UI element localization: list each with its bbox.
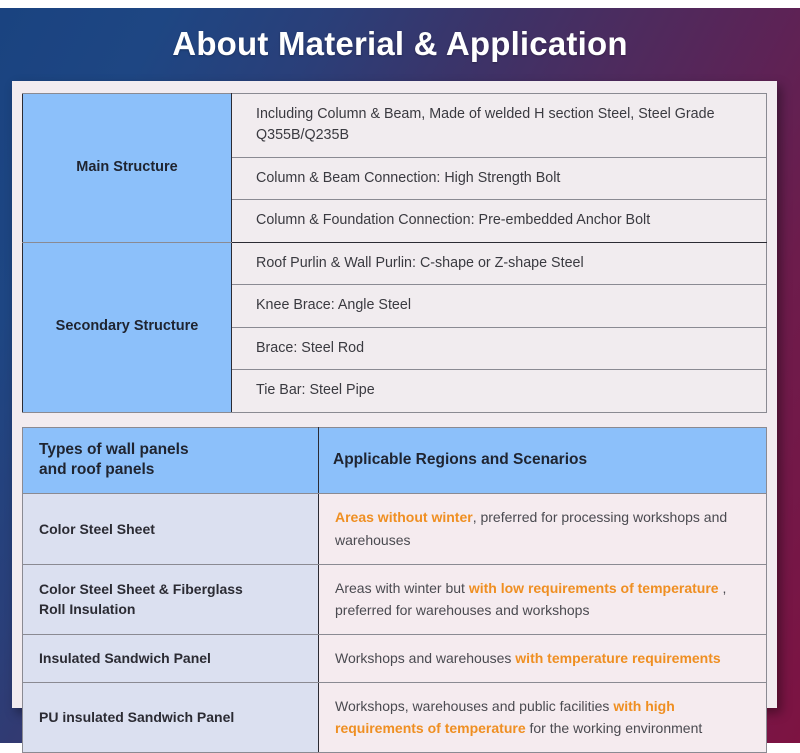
column-header-regions: Applicable Regions and Scenarios: [319, 427, 767, 494]
panel-type-cell: Color Steel Sheet & Fiberglass Roll Insul…: [23, 564, 319, 634]
panel-types-table: Types of wall panels and roof panels App…: [22, 427, 767, 753]
highlighted-text: with temperature requirements: [515, 650, 720, 666]
panel-type-cell: Insulated Sandwich Panel: [23, 635, 319, 683]
description-text: Areas with winter but: [335, 580, 469, 596]
column-header-types-line1: Types of wall panels: [39, 441, 189, 458]
column-header-types: Types of wall panels and roof panels: [23, 427, 319, 494]
table-header-row: Types of wall panels and roof panels App…: [23, 427, 767, 494]
table-row: Main Structure Including Column & Beam, …: [23, 94, 767, 158]
table-row: Secondary Structure Roof Purlin & Wall P…: [23, 242, 767, 284]
structure-detail-cell: Knee Brace: Angle Steel: [232, 285, 767, 327]
structure-detail-cell: Roof Purlin & Wall Purlin: C-shape or Z-…: [232, 242, 767, 284]
structure-group-label-secondary: Secondary Structure: [23, 242, 232, 412]
highlighted-text: Areas without winter: [335, 509, 473, 525]
panel-description-cell: Areas with winter but with low requireme…: [319, 564, 767, 634]
structure-detail-cell: Column & Beam Connection: High Strength …: [232, 157, 767, 199]
panel-type-cell: PU insulated Sandwich Panel: [23, 682, 319, 752]
table-row: PU insulated Sandwich Panel Workshops, wa…: [23, 682, 767, 752]
structure-detail-cell: Brace: Steel Rod: [232, 327, 767, 369]
structure-table: Main Structure Including Column & Beam, …: [22, 93, 767, 413]
panel-description-cell: Workshops and warehouses with temperatur…: [319, 635, 767, 683]
structure-detail-cell: Including Column & Beam, Made of welded …: [232, 94, 767, 158]
column-header-types-line2: and roof panels: [39, 461, 154, 478]
panel-description-cell: Workshops, warehouses and public facilit…: [319, 682, 767, 752]
panel-type-line2: Roll Insulation: [39, 601, 135, 617]
page-title: About Material & Application: [172, 26, 627, 62]
description-text: for the working environment: [526, 720, 703, 736]
structure-detail-cell: Tie Bar: Steel Pipe: [232, 370, 767, 412]
description-text: Workshops and warehouses: [335, 650, 515, 666]
highlighted-text: with low requirements of temperature: [469, 580, 719, 596]
panel-description-cell: Areas without winter, preferred for proc…: [319, 494, 767, 564]
banner: About Material & Application: [0, 8, 800, 80]
description-text: Workshops, warehouses and public facilit…: [335, 698, 613, 714]
panel-type-cell: Color Steel Sheet: [23, 494, 319, 564]
panel-type-line1: Color Steel Sheet & Fiberglass: [39, 581, 243, 597]
table-row: Color Steel Sheet & Fiberglass Roll Insul…: [23, 564, 767, 634]
structure-detail-cell: Column & Foundation Connection: Pre-embe…: [232, 200, 767, 242]
structure-group-label-main: Main Structure: [23, 94, 232, 243]
content-panel: Main Structure Including Column & Beam, …: [12, 81, 777, 708]
